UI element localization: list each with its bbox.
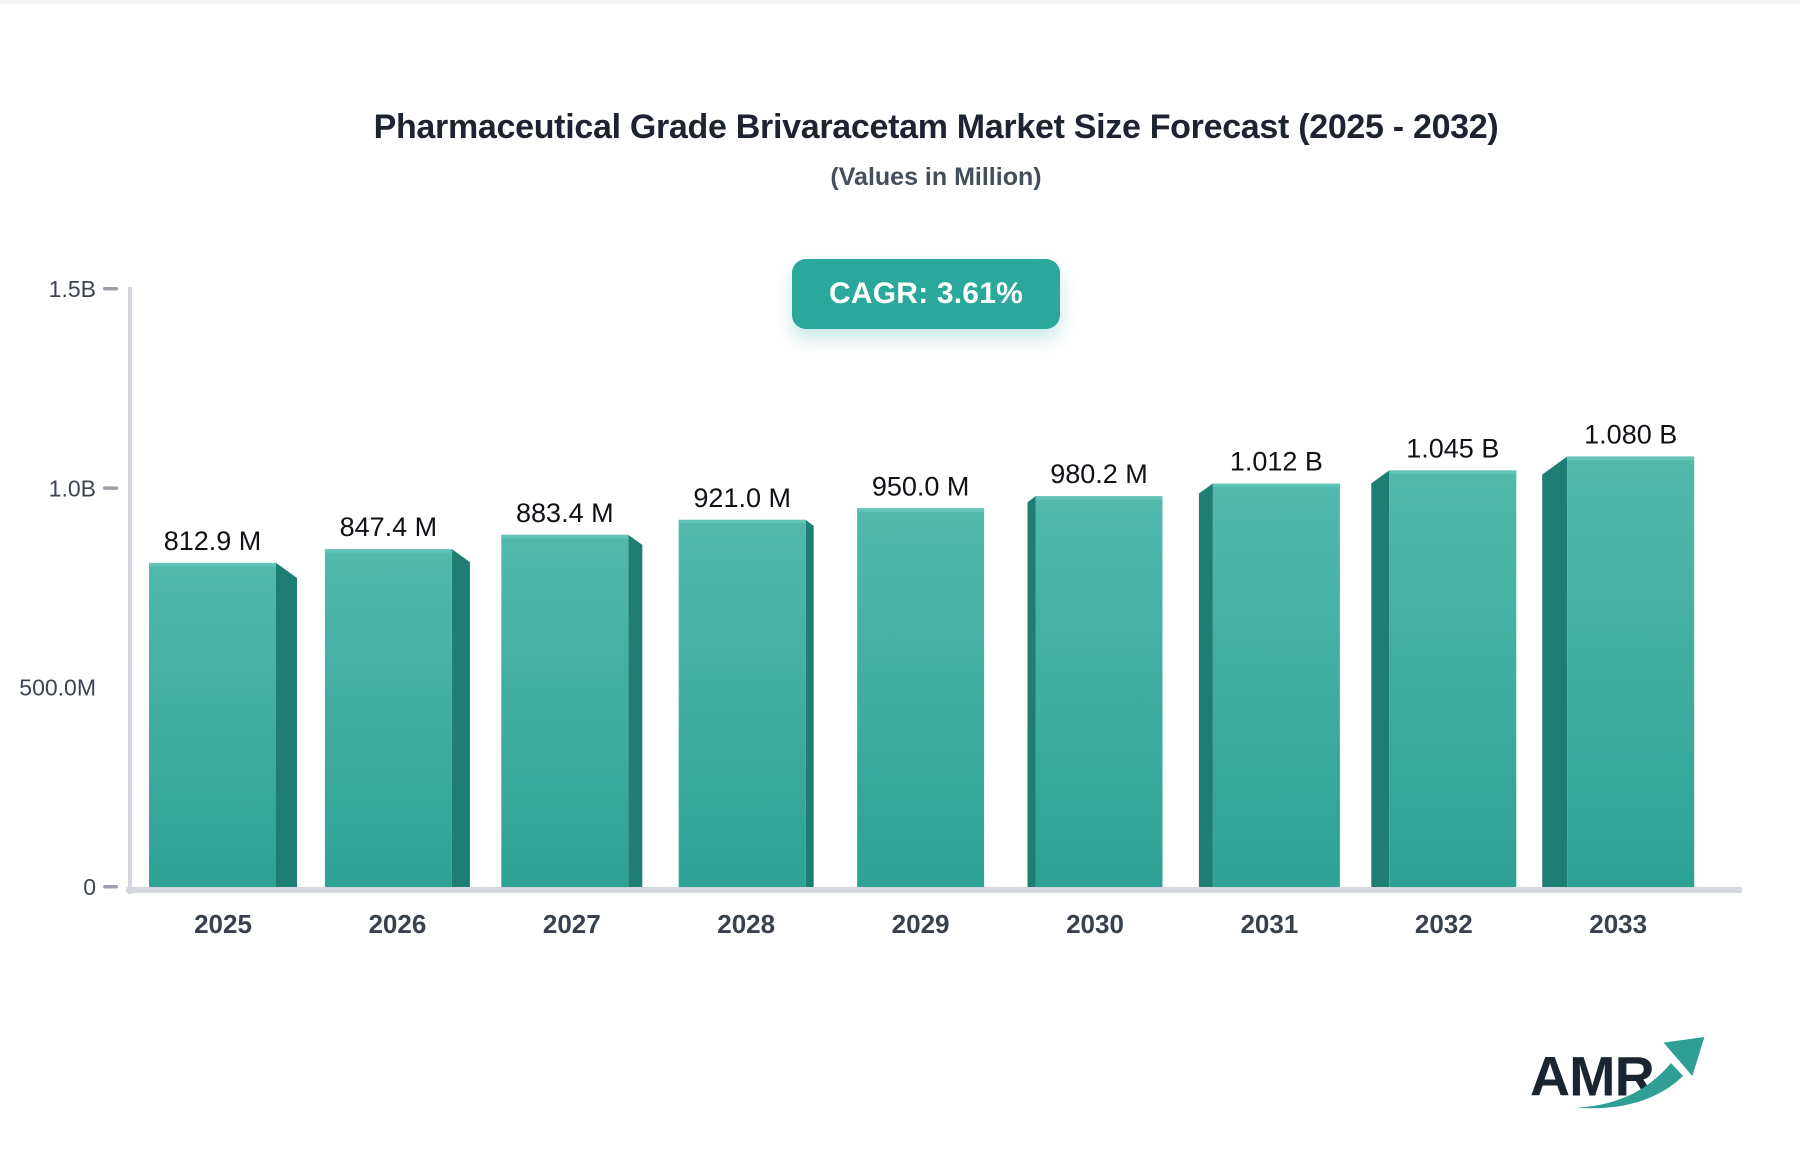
bar-value-label: 1.012 B <box>1230 447 1323 477</box>
chart-subtitle: (Values in Million) <box>830 163 1042 191</box>
y-axis-label: 500.0M <box>19 675 96 701</box>
x-axis-year-label: 2032 <box>1415 909 1473 939</box>
bar-2025 <box>149 562 276 889</box>
bar-value-label: 883.4 M <box>516 498 614 528</box>
x-axis-year-label: 2026 <box>368 909 426 939</box>
bar-2029 <box>857 508 985 889</box>
bar-2027 <box>501 534 629 889</box>
bar-value-label: 1.080 B <box>1584 419 1677 449</box>
bar-top-edge <box>857 508 985 512</box>
bar-side-face <box>451 549 470 889</box>
bar-2026 <box>324 549 452 889</box>
y-axis-label: 1.5B <box>49 276 96 302</box>
bar-value-label: 1.045 B <box>1406 433 1499 463</box>
bar-2033 <box>1567 456 1695 889</box>
bar-side-face <box>805 519 814 889</box>
bar-top-edge <box>1212 483 1340 488</box>
growth-arrow-icon <box>1576 1037 1705 1109</box>
bar-top-edge <box>324 549 452 553</box>
bar-side-face <box>1542 456 1568 889</box>
bar-2028 <box>678 519 806 889</box>
y-axis-tick <box>103 885 118 889</box>
bar-value-label: 921.0 M <box>693 483 791 513</box>
bar-top-edge <box>149 562 276 567</box>
chart-header: Pharmaceutical Grade Brivaracetam Market… <box>130 108 1742 192</box>
bar-top-edge <box>678 519 806 524</box>
x-axis-year-label: 2033 <box>1589 909 1647 939</box>
bar-side-face <box>628 534 643 889</box>
x-axis-year-label: 2031 <box>1240 909 1298 939</box>
bar-top-edge <box>1035 496 1163 500</box>
bar-side-face <box>1371 470 1390 889</box>
y-axis-label: 0 <box>83 874 96 900</box>
x-axis-year-label: 2029 <box>892 909 950 939</box>
bar-value-label: 980.2 M <box>1050 459 1148 489</box>
x-axis-year-label: 2030 <box>1066 909 1124 939</box>
x-axis-year-label: 2027 <box>543 909 601 939</box>
bar-value-label: 812.9 M <box>164 526 262 556</box>
bar-2031 <box>1212 483 1340 889</box>
bar-side-face <box>1198 483 1213 889</box>
x-axis-year-label: 2028 <box>717 909 775 939</box>
bar-top-edge <box>1389 470 1517 474</box>
y-axis-line <box>128 287 132 894</box>
bar-side-face <box>276 562 297 889</box>
chart-title: Pharmaceutical Grade Brivaracetam Market… <box>373 108 1499 146</box>
bar-top-edge <box>501 534 629 539</box>
y-axis-tick <box>103 486 118 490</box>
bar-2032 <box>1389 470 1517 889</box>
y-axis-label: 1.0B <box>49 475 96 501</box>
amr-logo: AMR <box>1530 1037 1705 1109</box>
bar-value-label: 950.0 M <box>872 471 970 501</box>
bar-2030 <box>1035 496 1163 889</box>
bar-value-label: 847.4 M <box>340 512 438 542</box>
x-axis-year-label: 2025 <box>194 909 252 939</box>
x-axis-line <box>126 887 1742 893</box>
cagr-badge: CAGR: 3.61% <box>792 259 1060 329</box>
y-axis-tick <box>103 287 118 291</box>
cagr-badge-label: CAGR: 3.61% <box>829 277 1023 310</box>
market-size-bar-chart: 1.5B 1.0B 500.0M 0 812.9 M 847.4 M 883.4 M 921.… <box>19 276 1742 939</box>
bar-top-edge <box>1567 456 1695 460</box>
bar-side-face <box>1027 496 1036 889</box>
